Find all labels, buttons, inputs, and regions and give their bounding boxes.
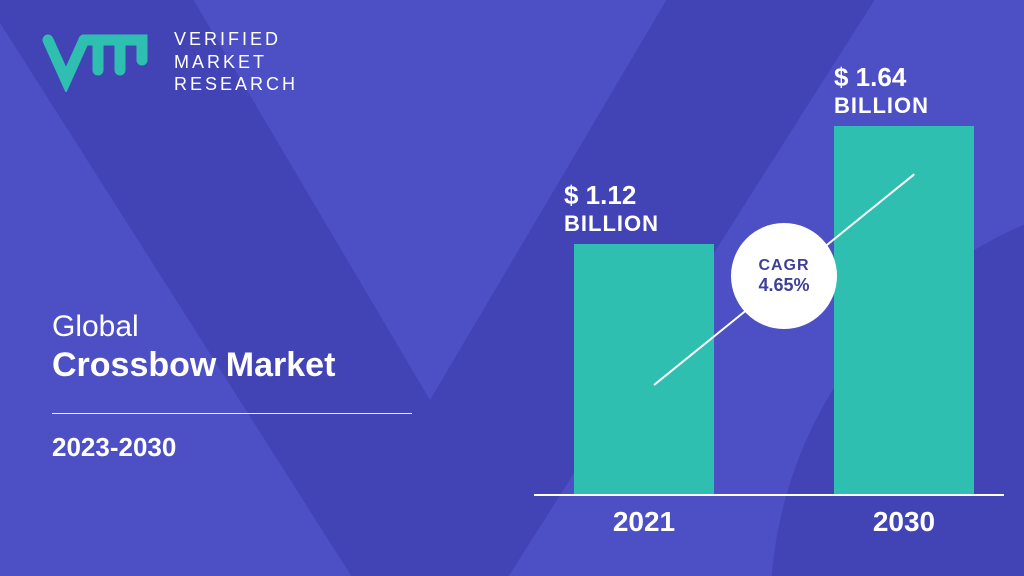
bar-chart: $ 1.12 BILLION 2021 $ 1.64 BILLION 2030 … [514, 36, 1024, 576]
bar-2030-year: 2030 [834, 506, 974, 538]
title-market: Crossbow Market [52, 346, 412, 385]
divider-line [52, 413, 412, 414]
cagr-label: CAGR [758, 257, 809, 275]
bar-2021-amount: $ 1.12 [564, 181, 659, 211]
brand-logo: VERIFIED MARKET RESEARCH [40, 28, 298, 96]
year-range: 2023-2030 [52, 432, 412, 463]
logo-mark-icon [40, 32, 160, 92]
headline-block: Global Crossbow Market 2023-2030 [52, 310, 412, 463]
bar-2021 [574, 244, 714, 494]
cagr-value: 4.65% [758, 275, 809, 296]
logo-line3: RESEARCH [174, 73, 298, 96]
logo-line1: VERIFIED [174, 28, 298, 51]
logo-text: VERIFIED MARKET RESEARCH [174, 28, 298, 96]
bar-2021-value: $ 1.12 BILLION [564, 181, 659, 236]
cagr-badge: CAGR 4.65% [731, 223, 837, 329]
bar-2030-amount: $ 1.64 [834, 63, 929, 93]
bar-2030-unit: BILLION [834, 93, 929, 118]
title-global: Global [52, 310, 412, 344]
logo-line2: MARKET [174, 51, 298, 74]
bar-2021-year: 2021 [574, 506, 714, 538]
chart-baseline [534, 494, 1004, 496]
bar-2021-unit: BILLION [564, 211, 659, 236]
bar-2030-value: $ 1.64 BILLION [834, 63, 929, 118]
